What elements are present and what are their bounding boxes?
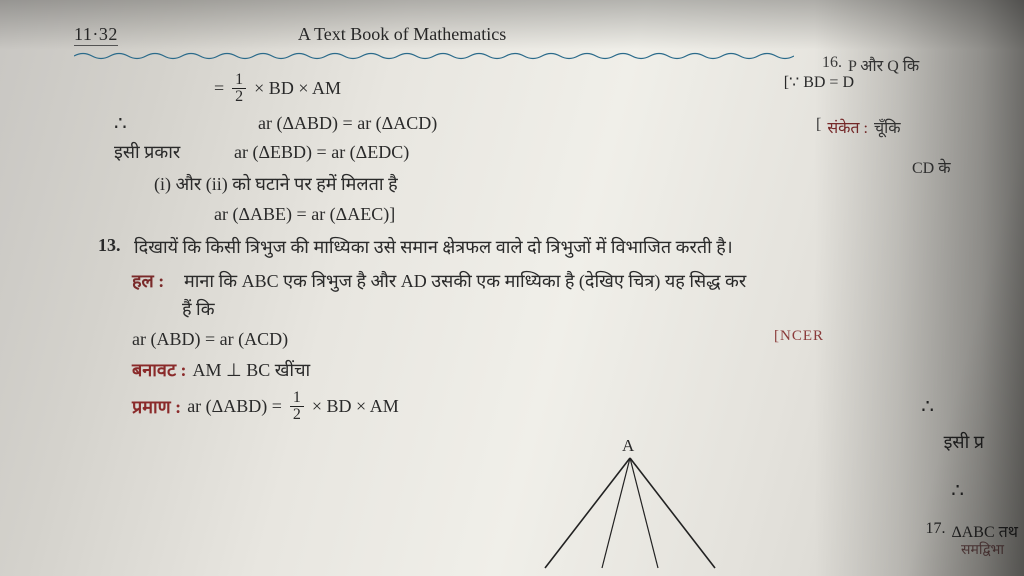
triangle-figure: A xyxy=(530,440,730,570)
proof-den: 2 xyxy=(290,407,304,423)
proof-rhs: × BD × AM xyxy=(312,396,399,417)
samdwi-text: समद्विभा xyxy=(961,540,1004,559)
construct-label: बनावट : xyxy=(132,358,187,382)
proof-line: प्रमाण : ar (ΔABD) = 1 2 × BD × AM xyxy=(132,390,1024,423)
q16-number: 16. xyxy=(816,54,842,76)
solution-row: हल : माना कि ABC एक त्रिभुज है और AD उसक… xyxy=(132,269,872,293)
construction-line: बनावट : AM ⊥ BC खींचा xyxy=(132,358,1024,382)
proof-fraction: 1 2 xyxy=(290,390,304,423)
hint-label: संकेत : xyxy=(827,116,868,138)
q17-row: 17. ΔABC तथ xyxy=(925,520,1018,542)
solution-text1b: हैं कि xyxy=(182,297,1024,321)
header-row: 11·32 A Text Book of Mathematics xyxy=(74,24,1024,46)
eq-ebd-edc: ar (ΔEBD) = ar (ΔEDC) xyxy=(234,142,409,163)
wavy-underline xyxy=(74,48,794,58)
margin-isi-prakar: इसी प्र xyxy=(944,430,984,454)
eq-abe-aec: ar (ΔABE) = ar (ΔAEC)] xyxy=(214,204,1024,225)
hint-text: चूँकि xyxy=(874,116,901,138)
eq1-rhs: × BD × AM xyxy=(254,78,341,99)
q16-text: P और Q कि xyxy=(848,54,919,76)
hint-row: [ संकेत : चूँकि xyxy=(816,116,1016,138)
margin-right-column: 16. P और Q कि [ संकेत : चूँकि CD के xyxy=(816,54,1016,178)
eq-abd-acd: ar (ΔABD) = ar (ΔACD) xyxy=(258,113,437,134)
q16-row: 16. P और Q कि xyxy=(816,54,1016,76)
eq1-equals: = xyxy=(214,78,224,99)
solution-text1: माना कि ABC एक त्रिभुज है और AD उसकी एक … xyxy=(184,269,746,293)
question-13: 13. दिखायें कि किसी त्रिभुज की माध्यिका … xyxy=(98,235,868,259)
denominator: 2 xyxy=(232,89,246,105)
q17-number: 17. xyxy=(925,520,945,542)
similarly-label: इसी प्रकार xyxy=(114,140,234,164)
ncert-tag: [NCER xyxy=(774,328,824,345)
margin-therefore2: ∴ xyxy=(951,478,964,503)
numerator: 1 xyxy=(232,72,246,89)
hint-bracket: [ xyxy=(816,116,821,138)
margin-therefore: ∴ xyxy=(921,394,934,419)
q13-number: 13. xyxy=(98,235,126,259)
solution-label: हल : xyxy=(132,269,176,293)
hint-text2: CD के xyxy=(912,156,1016,178)
fraction-half: 1 2 xyxy=(232,72,246,105)
proof-num: 1 xyxy=(290,390,304,407)
construct-text: AM ⊥ BC खींचा xyxy=(193,358,311,382)
q13-text: दिखायें कि किसी त्रिभुज की माध्यिका उसे … xyxy=(134,235,733,259)
q17-text: ΔABC तथ xyxy=(951,520,1018,542)
textbook-page: 11·32 A Text Book of Mathematics = 1 2 ×… xyxy=(0,0,1024,576)
proof-lhs: ar (ΔABD) = xyxy=(187,396,282,417)
proof-label: प्रमाण : xyxy=(132,395,181,419)
solution-eq: ar (ABD) = ar (ACD) xyxy=(132,329,1024,350)
book-title: A Text Book of Mathematics xyxy=(298,24,506,45)
vertex-a-label: A xyxy=(622,436,634,456)
therefore-symbol: ∴ xyxy=(114,111,234,136)
page-label: 11·32 xyxy=(74,24,118,46)
